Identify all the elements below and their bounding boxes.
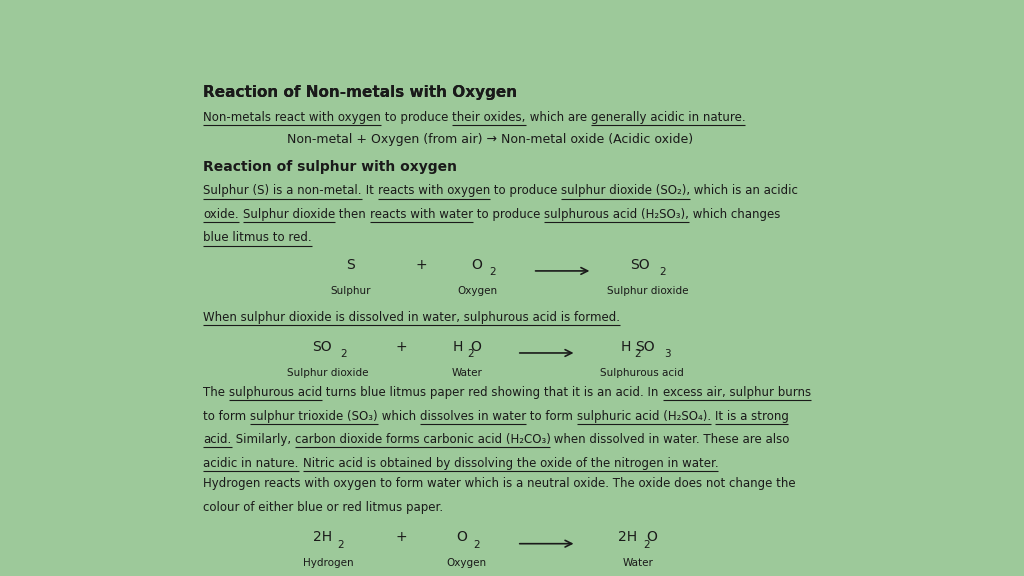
Text: reacts with oxygen: reacts with oxygen [378, 184, 489, 198]
Text: blue litmus to red.: blue litmus to red. [204, 232, 312, 244]
Text: their oxides,: their oxides, [453, 111, 525, 124]
Text: Reaction of Non-metals with Oxygen: Reaction of Non-metals with Oxygen [204, 85, 517, 100]
Text: It is a strong: It is a strong [715, 410, 788, 423]
Text: sulphuric acid (H₂SO₄).: sulphuric acid (H₂SO₄). [577, 410, 711, 423]
Text: Sulphur: Sulphur [330, 286, 371, 295]
Text: Sulphur dioxide: Sulphur dioxide [607, 286, 688, 295]
Text: to produce: to produce [489, 184, 561, 198]
Text: which changes: which changes [689, 208, 780, 221]
Text: 2: 2 [467, 350, 473, 359]
Text: sulphur dioxide (SO₂),: sulphur dioxide (SO₂), [561, 184, 690, 198]
Text: Sulphurous acid: Sulphurous acid [600, 367, 684, 378]
Text: Sulphur (S) is a non-metal.: Sulphur (S) is a non-metal. [204, 184, 361, 198]
Text: O: O [457, 530, 468, 544]
Text: 2: 2 [341, 350, 347, 359]
Text: 2: 2 [489, 267, 496, 278]
Text: Nitric acid is obtained by dissolving the oxide of the nitrogen in water.: Nitric acid is obtained by dissolving th… [302, 457, 718, 470]
Text: +: + [416, 257, 427, 272]
Text: Reaction of sulphur with oxygen: Reaction of sulphur with oxygen [204, 160, 458, 174]
Text: 2: 2 [658, 267, 666, 278]
Text: Non-metal + Oxygen (from air) → Non-metal oxide (Acidic oxide): Non-metal + Oxygen (from air) → Non-meta… [287, 134, 693, 146]
Text: It: It [361, 184, 378, 198]
Text: Water: Water [623, 558, 653, 569]
Text: When sulphur dioxide is dissolved in water, sulphurous acid is formed.: When sulphur dioxide is dissolved in wat… [204, 311, 621, 324]
Text: turns blue litmus paper red showing that it is an acid. In: turns blue litmus paper red showing that… [323, 386, 663, 399]
Text: sulphur trioxide (SO₃): sulphur trioxide (SO₃) [250, 410, 378, 423]
Text: sulphurous acid (H₂SO₃),: sulphurous acid (H₂SO₃), [544, 208, 689, 221]
Text: generally acidic in nature.: generally acidic in nature. [591, 111, 745, 124]
Text: Non-metals react with oxygen: Non-metals react with oxygen [204, 111, 381, 124]
Text: when dissolved in water. These are also: when dissolved in water. These are also [550, 433, 790, 446]
Text: Reaction of Non-metals with Oxygen: Reaction of Non-metals with Oxygen [204, 85, 517, 100]
Text: 3: 3 [665, 350, 671, 359]
Text: Hydrogen reacts with oxygen to form water which is a neutral oxide. The oxide do: Hydrogen reacts with oxygen to form wate… [204, 477, 796, 490]
Text: to produce: to produce [381, 111, 453, 124]
Text: Oxygen: Oxygen [446, 558, 487, 569]
Text: 2H: 2H [618, 530, 638, 544]
Text: reacts with water: reacts with water [370, 208, 473, 221]
Text: Hydrogen: Hydrogen [303, 558, 353, 569]
Text: 2: 2 [634, 350, 641, 359]
Text: Sulphur dioxide: Sulphur dioxide [243, 208, 335, 221]
Text: acidic in nature.: acidic in nature. [204, 457, 299, 470]
Text: The: The [204, 386, 229, 399]
Text: dissolves in water: dissolves in water [420, 410, 526, 423]
Text: acid.: acid. [204, 433, 231, 446]
Text: H: H [453, 340, 463, 354]
Text: O: O [472, 257, 482, 272]
Text: Water: Water [452, 367, 482, 378]
Text: SO: SO [630, 257, 649, 272]
Text: Oxygen: Oxygen [457, 286, 498, 295]
Text: H: H [621, 340, 631, 354]
Text: SO: SO [312, 340, 332, 354]
Text: which: which [378, 410, 420, 423]
Text: 2: 2 [643, 540, 649, 550]
Text: to form: to form [526, 410, 577, 423]
Text: SO: SO [636, 340, 655, 354]
Text: 2H: 2H [313, 530, 332, 544]
Text: +: + [396, 340, 408, 354]
Text: which is an acidic: which is an acidic [690, 184, 798, 198]
Text: carbon dioxide forms carbonic acid (H₂CO₃): carbon dioxide forms carbonic acid (H₂CO… [295, 433, 550, 446]
Text: to produce: to produce [473, 208, 544, 221]
Text: which are: which are [525, 111, 591, 124]
Text: +: + [396, 530, 408, 544]
Text: colour of either blue or red litmus paper.: colour of either blue or red litmus pape… [204, 501, 443, 514]
Text: oxide.: oxide. [204, 208, 239, 221]
Text: then: then [335, 208, 370, 221]
Text: Sulphur dioxide: Sulphur dioxide [288, 367, 369, 378]
Text: O: O [646, 530, 657, 544]
Text: excess air, sulphur burns: excess air, sulphur burns [663, 386, 811, 399]
Text: S: S [346, 257, 354, 272]
Text: sulphurous acid: sulphurous acid [229, 386, 323, 399]
Text: to form: to form [204, 410, 250, 423]
Text: Similarly,: Similarly, [231, 433, 295, 446]
Text: 2: 2 [338, 540, 344, 550]
Text: 2: 2 [473, 540, 480, 550]
Text: O: O [470, 340, 481, 354]
